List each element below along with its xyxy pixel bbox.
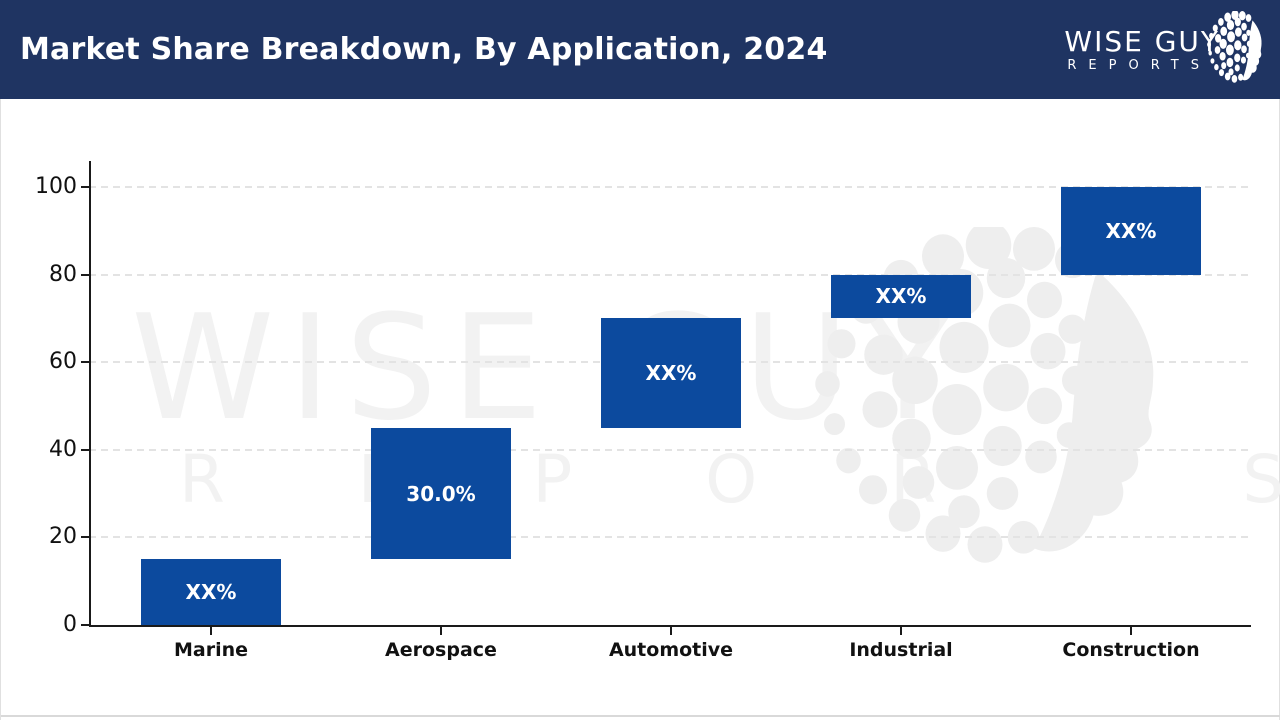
- x-category-label-marine: Marine: [173, 639, 249, 661]
- x-axis-line: [89, 625, 1251, 627]
- x-category-label-industrial: Industrial: [849, 639, 953, 661]
- watermark-text-1: WISE GUY: [131, 284, 966, 453]
- header-bar: Market Share Breakdown, By Application, …: [0, 0, 1280, 99]
- y-axis-line: [89, 160, 91, 627]
- y-tick-label-60: 60: [49, 349, 77, 375]
- gridline-100: [89, 186, 1251, 188]
- gridline-20: [89, 536, 1251, 539]
- y-tick-mark-40: [81, 448, 89, 451]
- wiseguy-wordmark: WISE GUY REPORTS: [1064, 24, 1220, 73]
- y-tick-label-80: 80: [49, 261, 77, 287]
- gridline-40: [89, 448, 1251, 451]
- y-tick-label-40: 40: [49, 436, 77, 462]
- bottom-divider: [1, 715, 1280, 717]
- y-tick-label-100: 100: [35, 174, 77, 199]
- bar-industrial: XX%: [831, 274, 971, 319]
- y-tick-mark-100: [81, 186, 89, 188]
- logo-line1: WISE GUY: [1064, 24, 1220, 58]
- x-category-label-automotive: Automotive: [608, 639, 734, 661]
- page-title: Market Share Breakdown, By Application, …: [20, 32, 828, 67]
- x-tick-mark-marine: [210, 627, 212, 635]
- y-tick-mark-60: [81, 361, 89, 364]
- x-tick-mark-aerospace: [440, 627, 442, 635]
- bar-aerospace: 30.0%: [371, 427, 511, 560]
- bar-automotive: XX%: [601, 318, 741, 428]
- y-tick-mark-0: [81, 624, 89, 626]
- logo-line2: REPORTS: [1067, 57, 1211, 73]
- x-category-label-construction: Construction: [1062, 639, 1200, 661]
- bar-label-marine: XX%: [185, 580, 237, 605]
- bar-marine: XX%: [141, 559, 281, 625]
- wiseguy-head-icon: [1207, 10, 1262, 83]
- bar-label-industrial: XX%: [875, 284, 927, 309]
- y-tick-label-20: 20: [49, 524, 77, 550]
- gridline-80: [89, 273, 1251, 276]
- chart-area: WISE GUY R E P O R T S 0 20 40 60 80 100 XX% Ma…: [0, 99, 1280, 720]
- bar-construction: XX%: [1061, 187, 1201, 275]
- x-category-label-aerospace: Aerospace: [385, 639, 497, 661]
- y-tick-mark-20: [81, 536, 89, 539]
- bar-label-automotive: XX%: [645, 361, 697, 386]
- y-tick-label-0: 0: [63, 612, 77, 637]
- x-tick-mark-construction: [1130, 627, 1132, 635]
- wiseguy-logo: WISE GUY REPORTS: [1064, 10, 1266, 89]
- x-tick-mark-automotive: [670, 627, 672, 635]
- x-tick-mark-industrial: [900, 627, 902, 635]
- bar-label-aerospace: 30.0%: [406, 481, 476, 506]
- bar-label-construction: XX%: [1105, 218, 1157, 243]
- y-tick-mark-80: [81, 273, 89, 276]
